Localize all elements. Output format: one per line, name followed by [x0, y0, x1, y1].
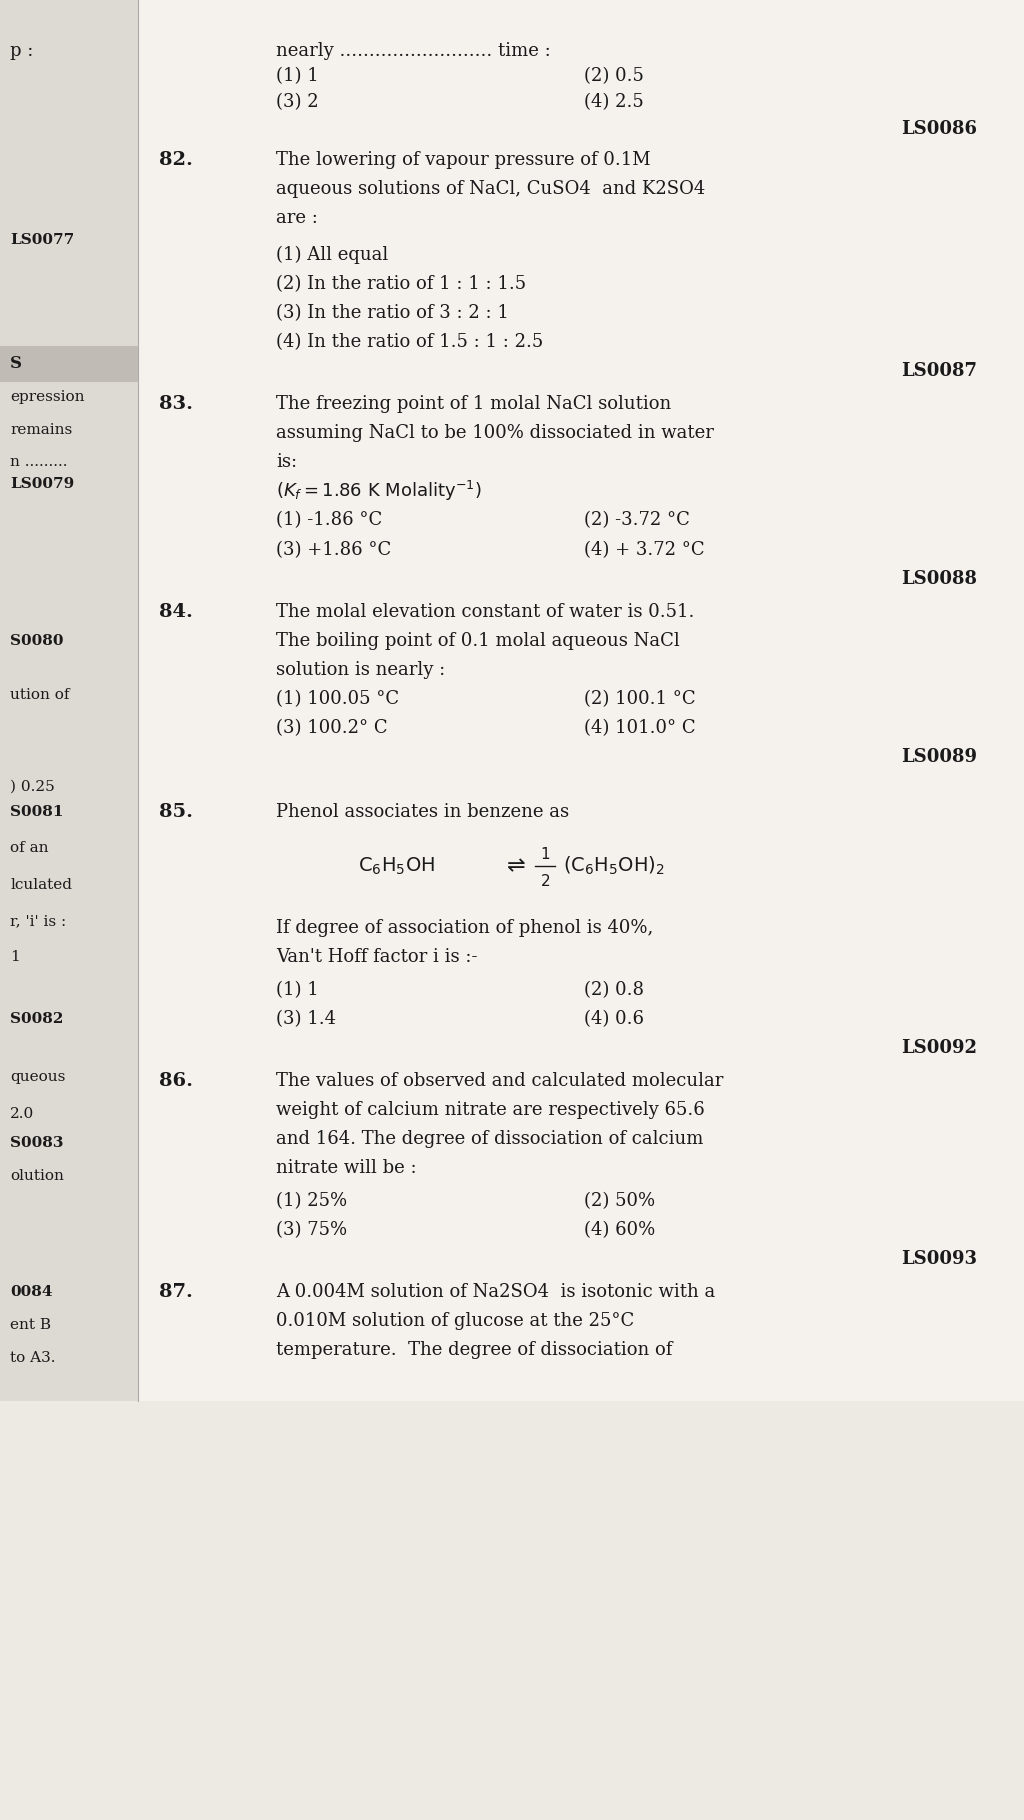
- Text: (4) 0.6: (4) 0.6: [584, 1010, 644, 1028]
- Text: The boiling point of 0.1 molal aqueous NaCl: The boiling point of 0.1 molal aqueous N…: [276, 632, 680, 650]
- Text: (2) -3.72 °C: (2) -3.72 °C: [584, 511, 689, 530]
- Text: nearly .......................... time :: nearly .......................... time :: [276, 42, 551, 60]
- Text: (3) 100.2° C: (3) 100.2° C: [276, 719, 388, 737]
- Text: 85.: 85.: [159, 803, 193, 821]
- Text: (3) +1.86 °C: (3) +1.86 °C: [276, 541, 392, 559]
- Text: (2) 0.5: (2) 0.5: [584, 67, 643, 86]
- Text: The lowering of vapour pressure of 0.1M: The lowering of vapour pressure of 0.1M: [276, 151, 651, 169]
- Text: n .........: n .........: [10, 455, 68, 470]
- Text: (1) 100.05 °C: (1) 100.05 °C: [276, 690, 399, 708]
- Text: LS0087: LS0087: [901, 362, 977, 380]
- Text: (4) 2.5: (4) 2.5: [584, 93, 643, 111]
- Text: LS0089: LS0089: [901, 748, 977, 766]
- Text: LS0077: LS0077: [10, 233, 75, 248]
- Text: (1) -1.86 °C: (1) -1.86 °C: [276, 511, 383, 530]
- Text: ent B: ent B: [10, 1318, 51, 1332]
- Text: 87.: 87.: [159, 1283, 193, 1301]
- Text: LS0079: LS0079: [10, 477, 75, 491]
- Text: aqueous solutions of NaCl, CuSO4  and K2SO4: aqueous solutions of NaCl, CuSO4 and K2S…: [276, 180, 706, 198]
- Text: (3) 2: (3) 2: [276, 93, 319, 111]
- Text: $2$: $2$: [540, 874, 550, 888]
- Text: $\mathrm{(C_6H_5OH)_2}$: $\mathrm{(C_6H_5OH)_2}$: [563, 855, 665, 877]
- Text: (2) 100.1 °C: (2) 100.1 °C: [584, 690, 695, 708]
- Bar: [138, 0, 1024, 1401]
- Text: S0081: S0081: [10, 804, 63, 819]
- Text: ) 0.25: ) 0.25: [10, 779, 55, 794]
- Text: S0082: S0082: [10, 1012, 63, 1026]
- Bar: [0, 0, 138, 1401]
- Text: (2) 0.8: (2) 0.8: [584, 981, 644, 999]
- Text: 86.: 86.: [159, 1072, 193, 1090]
- Text: ution of: ution of: [10, 688, 70, 703]
- Text: $\rightleftharpoons$: $\rightleftharpoons$: [502, 855, 525, 877]
- Text: temperature.  The degree of dissociation of: temperature. The degree of dissociation …: [276, 1341, 673, 1360]
- Text: 84.: 84.: [159, 602, 193, 621]
- Text: olution: olution: [10, 1168, 65, 1183]
- Text: solution is nearly :: solution is nearly :: [276, 661, 445, 679]
- Text: LS0088: LS0088: [901, 570, 977, 588]
- Text: p :: p :: [10, 42, 34, 60]
- Text: 82.: 82.: [159, 151, 193, 169]
- Text: 0084: 0084: [10, 1285, 53, 1299]
- Text: and 164. The degree of dissociation of calcium: and 164. The degree of dissociation of c…: [276, 1130, 703, 1148]
- Text: (1) 25%: (1) 25%: [276, 1192, 347, 1210]
- Text: S0083: S0083: [10, 1136, 63, 1150]
- Text: (1) 1: (1) 1: [276, 981, 319, 999]
- Text: LS0086: LS0086: [901, 120, 977, 138]
- Text: Van't Hoff factor i is :-: Van't Hoff factor i is :-: [276, 948, 478, 966]
- Text: Phenol associates in benzene as: Phenol associates in benzene as: [276, 803, 569, 821]
- Text: of an: of an: [10, 841, 49, 855]
- Text: (4) 60%: (4) 60%: [584, 1221, 655, 1239]
- Text: (1) 1: (1) 1: [276, 67, 319, 86]
- Text: The values of observed and calculated molecular: The values of observed and calculated mo…: [276, 1072, 724, 1090]
- Text: (4) In the ratio of 1.5 : 1 : 2.5: (4) In the ratio of 1.5 : 1 : 2.5: [276, 333, 544, 351]
- Text: 2.0: 2.0: [10, 1107, 35, 1121]
- Text: 83.: 83.: [159, 395, 193, 413]
- Text: LS0092: LS0092: [901, 1039, 977, 1057]
- Text: S: S: [10, 355, 23, 373]
- Text: (1) All equal: (1) All equal: [276, 246, 389, 264]
- Text: (3) 75%: (3) 75%: [276, 1221, 347, 1239]
- Text: (2) 50%: (2) 50%: [584, 1192, 654, 1210]
- Text: to A3.: to A3.: [10, 1350, 55, 1365]
- Bar: [0, 0, 138, 118]
- Text: epression: epression: [10, 389, 85, 404]
- Text: (3) 1.4: (3) 1.4: [276, 1010, 337, 1028]
- Text: assuming NaCl to be 100% dissociated in water: assuming NaCl to be 100% dissociated in …: [276, 424, 715, 442]
- Text: $(K_f = 1.86\ \mathrm{K\ Molality^{-1}})$: $(K_f = 1.86\ \mathrm{K\ Molality^{-1}})…: [276, 479, 482, 504]
- Text: 1: 1: [10, 950, 20, 965]
- Text: weight of calcium nitrate are respectively 65.6: weight of calcium nitrate are respective…: [276, 1101, 706, 1119]
- Bar: [0, 346, 138, 382]
- Text: (3) In the ratio of 3 : 2 : 1: (3) In the ratio of 3 : 2 : 1: [276, 304, 509, 322]
- Text: are :: are :: [276, 209, 318, 228]
- Text: $1$: $1$: [540, 846, 550, 861]
- Text: lculated: lculated: [10, 877, 73, 892]
- Text: If degree of association of phenol is 40%,: If degree of association of phenol is 40…: [276, 919, 653, 937]
- Text: queous: queous: [10, 1070, 66, 1085]
- Text: remains: remains: [10, 422, 73, 437]
- Text: A 0.004M solution of Na2SO4  is isotonic with a: A 0.004M solution of Na2SO4 is isotonic …: [276, 1283, 716, 1301]
- Text: 0.010M solution of glucose at the 25°C: 0.010M solution of glucose at the 25°C: [276, 1312, 635, 1330]
- Text: (4) 101.0° C: (4) 101.0° C: [584, 719, 695, 737]
- Text: $\mathrm{C_6H_5OH}$: $\mathrm{C_6H_5OH}$: [358, 855, 435, 877]
- Text: S0080: S0080: [10, 633, 63, 648]
- Bar: [138, 0, 1024, 118]
- Text: nitrate will be :: nitrate will be :: [276, 1159, 417, 1178]
- Text: (4) + 3.72 °C: (4) + 3.72 °C: [584, 541, 705, 559]
- Text: LS0093: LS0093: [901, 1250, 977, 1269]
- Text: is:: is:: [276, 453, 298, 471]
- Text: The freezing point of 1 molal NaCl solution: The freezing point of 1 molal NaCl solut…: [276, 395, 672, 413]
- Text: r, 'i' is :: r, 'i' is :: [10, 914, 67, 928]
- Text: The molal elevation constant of water is 0.51.: The molal elevation constant of water is…: [276, 602, 695, 621]
- Text: (2) In the ratio of 1 : 1 : 1.5: (2) In the ratio of 1 : 1 : 1.5: [276, 275, 526, 293]
